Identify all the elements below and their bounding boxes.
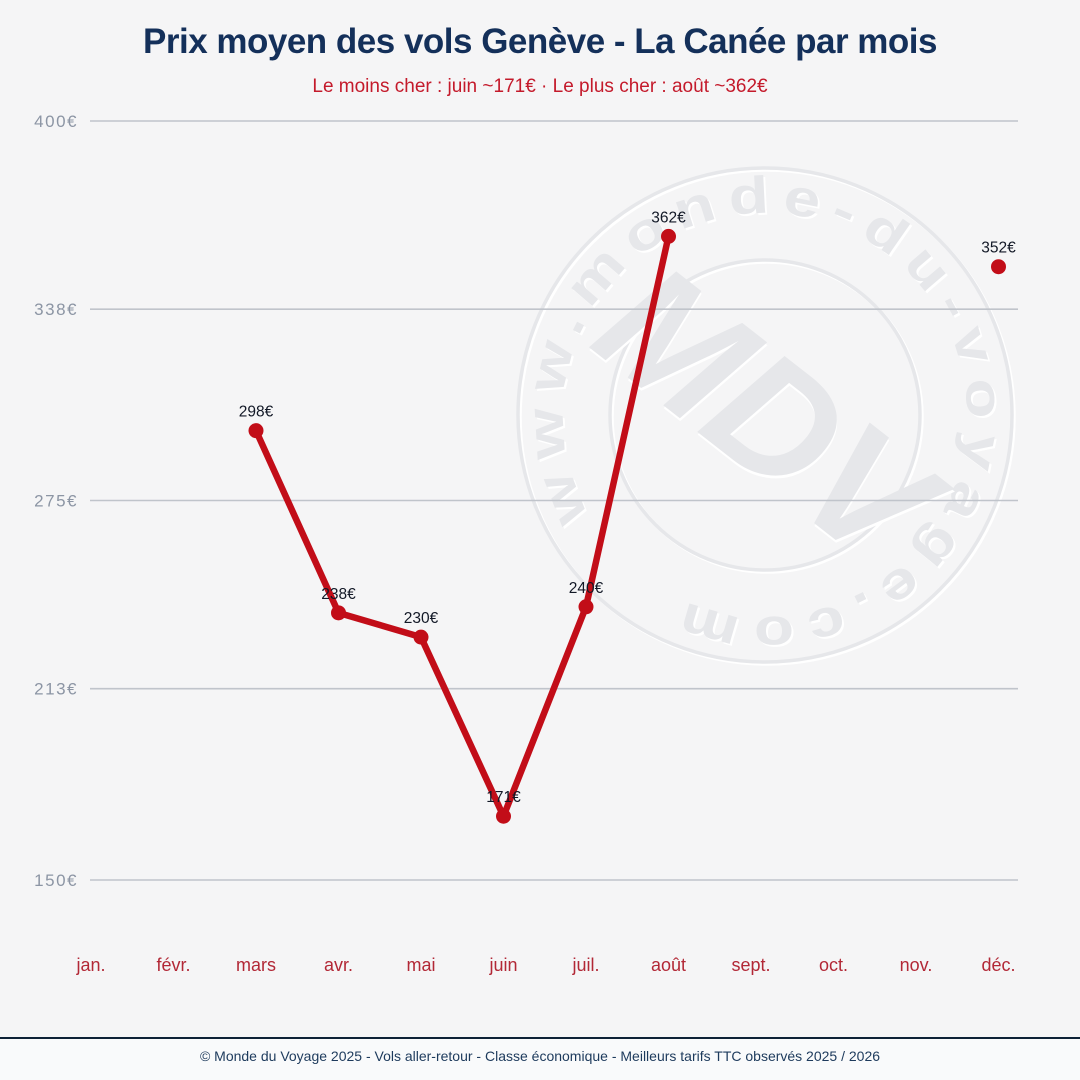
y-axis-label: 275€ [34,492,78,511]
footer-divider [0,1037,1080,1039]
y-axis-label: 150€ [34,871,78,890]
month-label: juin [488,955,517,975]
month-label: mai [406,955,435,975]
y-axis-label: 213€ [34,680,78,699]
data-point-label: 238€ [321,586,356,603]
data-point [496,808,511,824]
data-point-label: 362€ [651,209,686,226]
price-line [252,233,672,820]
data-point [991,259,1006,275]
month-label: mars [236,955,276,975]
data-point [248,423,264,439]
data-point [661,228,676,244]
watermark-circle [608,258,922,572]
month-label: oct. [819,955,848,975]
watermark-circle [610,260,924,574]
month-label: nov. [900,955,933,975]
chart-title: Prix moyen des vols Genève - La Canée pa… [143,22,938,61]
y-axis-label: 400€ [34,112,78,131]
data-point-label: 171€ [486,789,521,806]
watermark-circle [516,166,1014,664]
month-label: sept. [731,955,770,975]
y-axis-label: 338€ [34,300,78,319]
watermark-circle [518,168,1016,666]
footer-copyright: © Monde du Voyage 2025 - Vols aller-reto… [199,1048,881,1064]
month-label: avr. [324,955,353,975]
data-point-label: 352€ [981,240,1016,257]
data-point [413,629,429,645]
data-point [578,599,594,615]
month-label: févr. [156,955,190,975]
month-label: août [651,955,686,975]
data-point-label: 298€ [239,404,274,421]
data-point-label: 230€ [404,610,439,627]
month-label: juil. [571,955,599,975]
footer-zone [0,1039,1080,1080]
data-point-label: 240€ [569,580,604,597]
data-point [331,605,346,621]
month-label: déc. [981,955,1015,975]
month-label: jan. [75,955,105,975]
chart-subtitle: Le moins cher : juin ~171€ · Le plus che… [312,76,768,97]
